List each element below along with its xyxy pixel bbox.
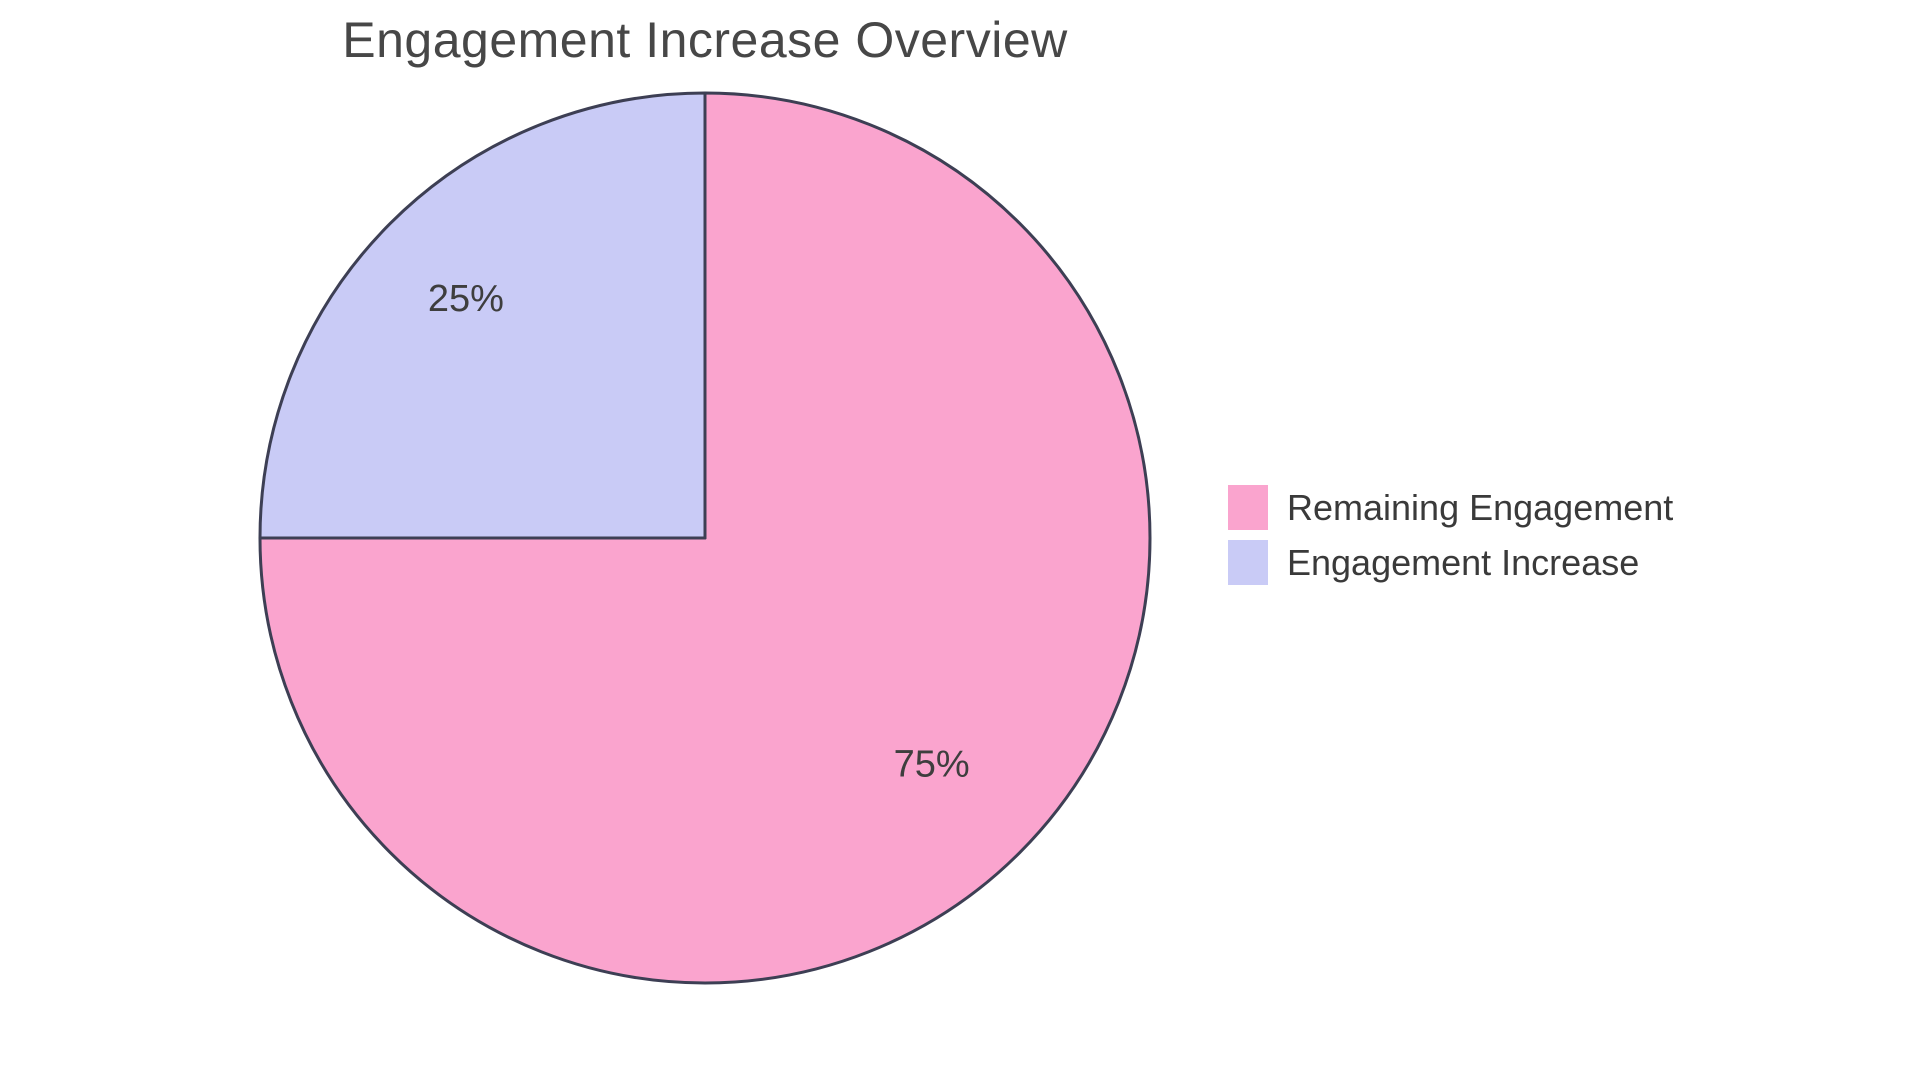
legend-item-label: Engagement Increase <box>1287 541 1640 583</box>
legend-swatch <box>1228 485 1268 530</box>
pie-slice-label: 75% <box>894 744 970 786</box>
chart-title: Engagement Increase Overview <box>342 12 1068 68</box>
legend-item-label: Remaining Engagement <box>1287 486 1674 528</box>
pie-slice-engagement-increase <box>258 91 707 540</box>
legend-item[interactable]: Engagement Increase <box>1228 540 1673 585</box>
legend-swatch <box>1228 540 1268 585</box>
legend-item[interactable]: Remaining Engagement <box>1228 485 1673 530</box>
pie-slice-label: 25% <box>428 278 504 320</box>
legend: Remaining Engagement Engagement Increase <box>1228 485 1673 585</box>
